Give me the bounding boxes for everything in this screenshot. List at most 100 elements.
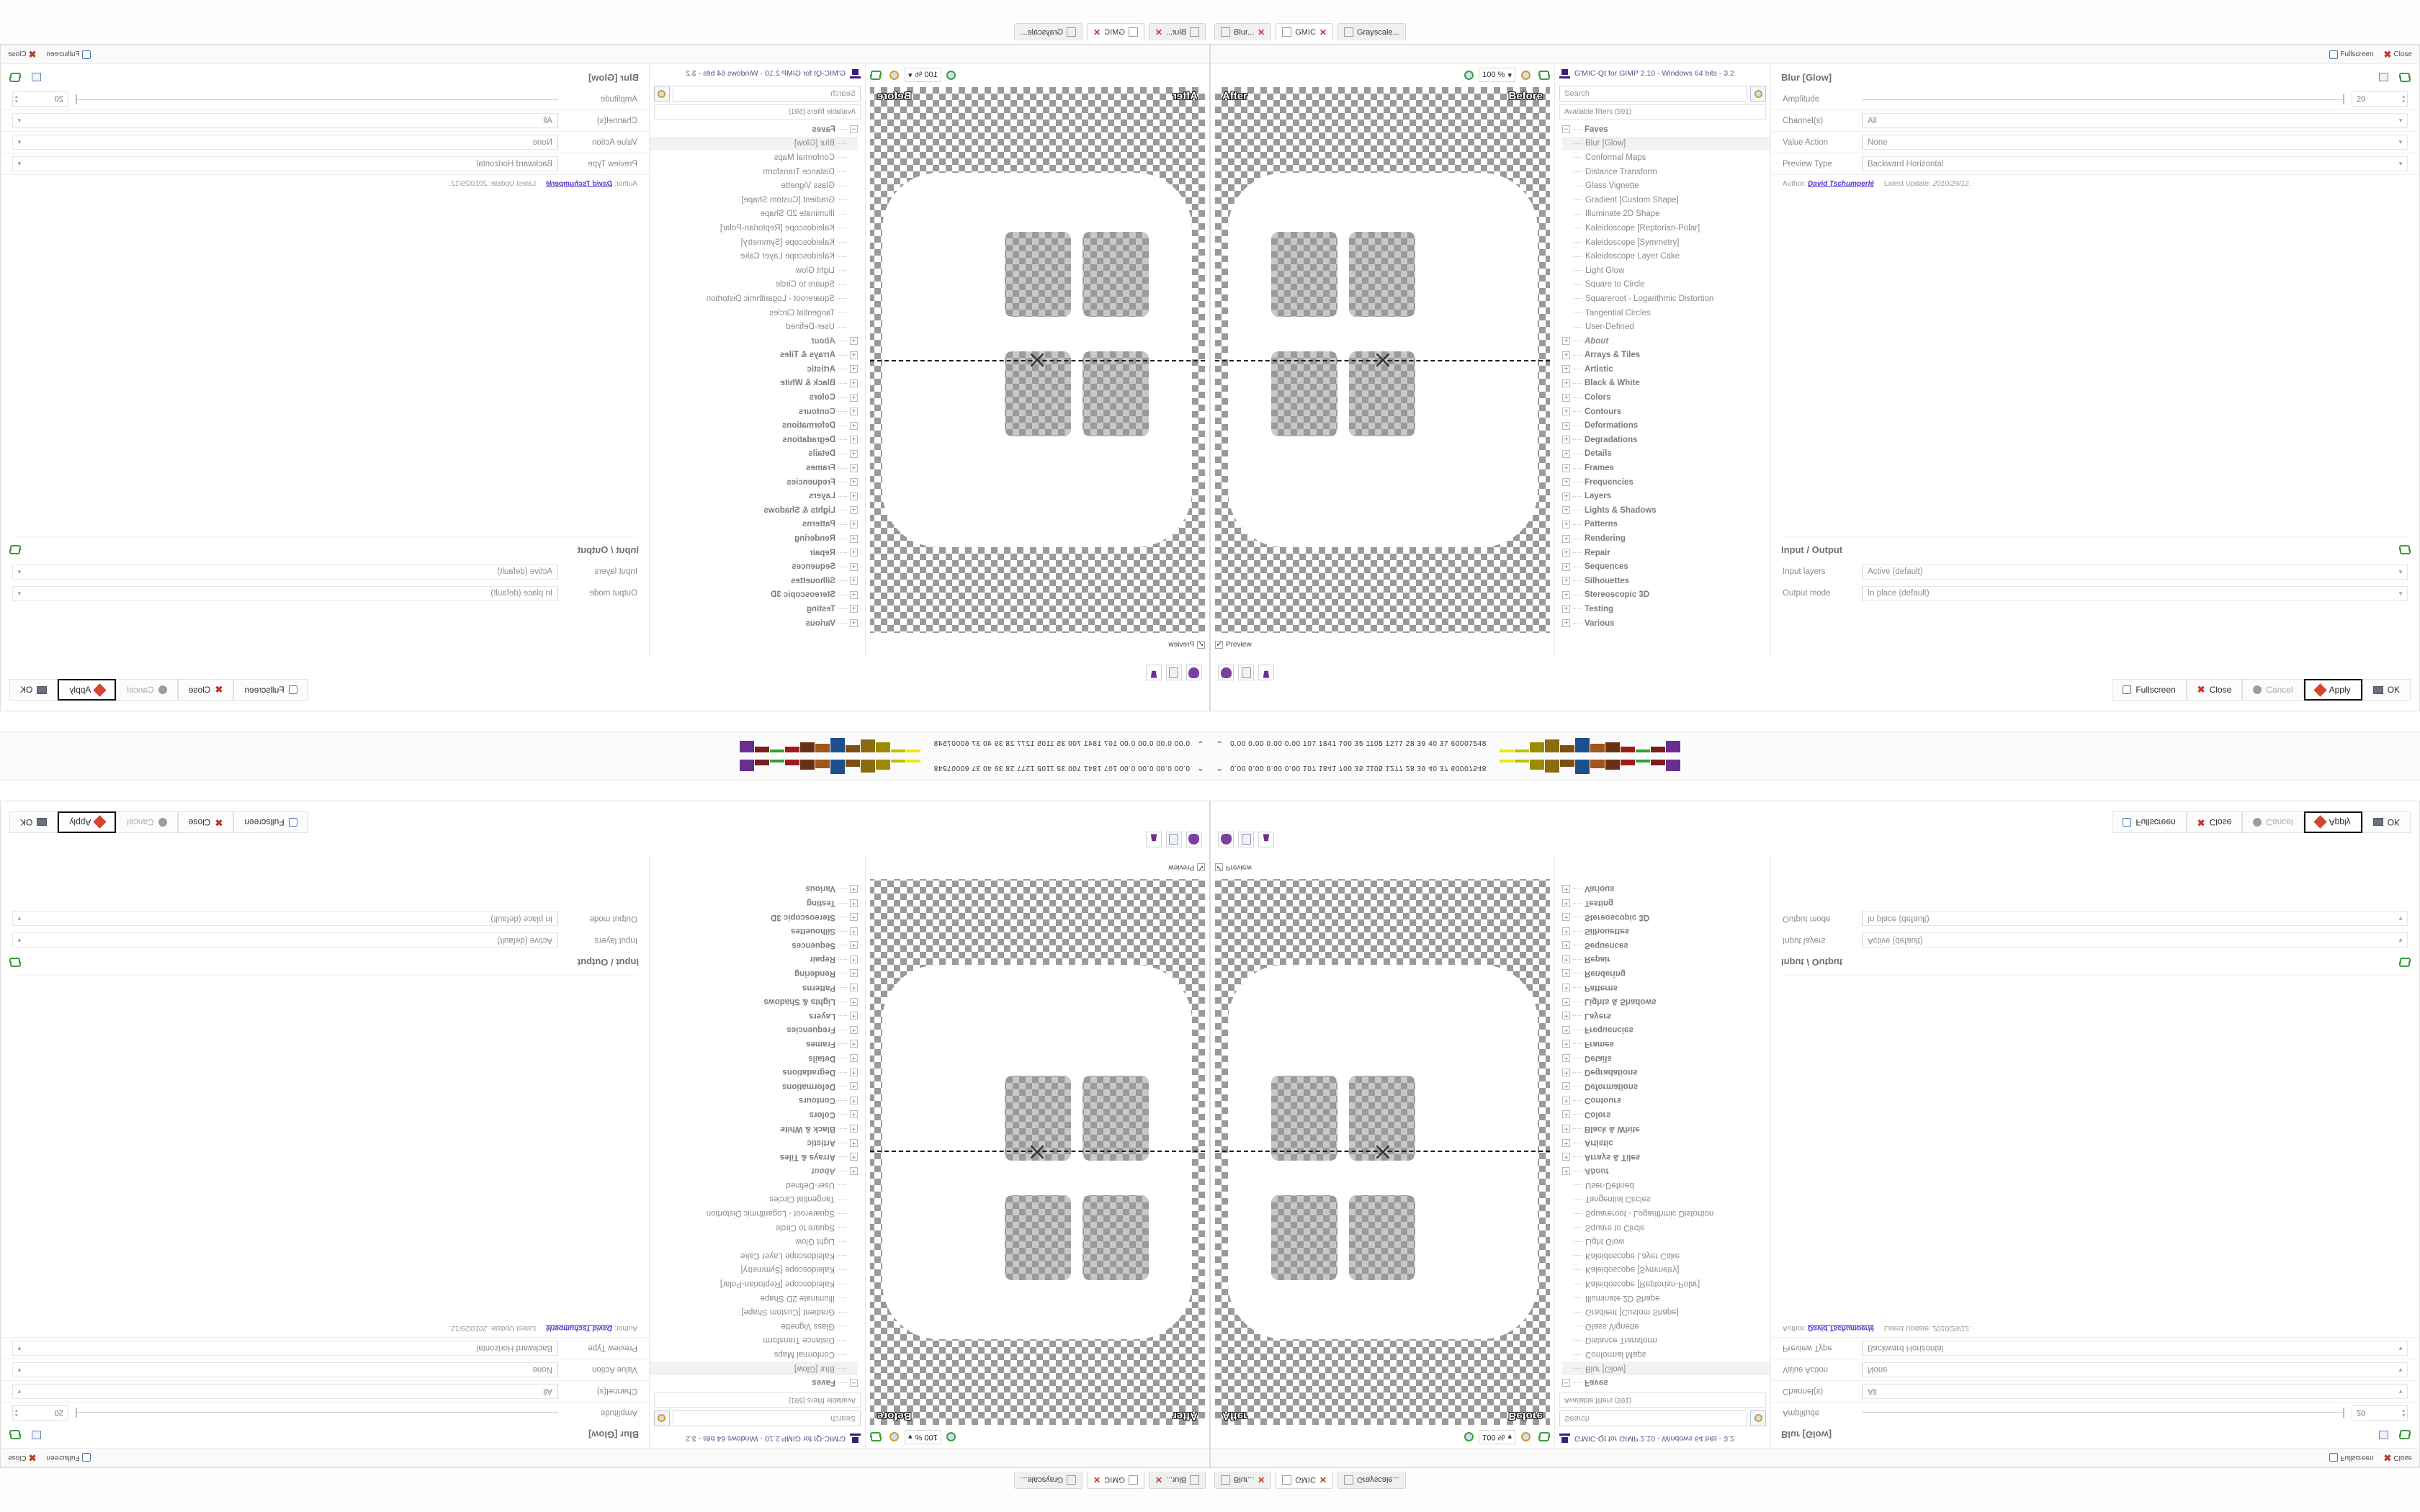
tree-category-layers[interactable]: + Layers <box>1562 489 1770 503</box>
magic-icon[interactable] <box>1146 832 1162 847</box>
expand-icon[interactable]: + <box>1562 1138 1570 1147</box>
tree-item-filter[interactable]: Kaleidoscope [Symmetry] <box>1562 1263 1770 1277</box>
tree-item-filter[interactable]: Conformal Maps <box>650 1347 858 1362</box>
chevron-up-icon[interactable]: ⌃ <box>1216 739 1224 750</box>
expand-icon[interactable]: + <box>1562 913 1570 922</box>
tree-category-arrays-tiles[interactable]: + Arrays & Tiles <box>650 1150 858 1164</box>
expand-icon[interactable]: + <box>1562 534 1570 543</box>
internet-icon[interactable] <box>1186 832 1202 847</box>
filter-tree[interactable]: − Faves Blur [Glow] Conformal Maps Distance … <box>1555 819 1770 1391</box>
magic-icon[interactable] <box>1258 665 1274 680</box>
tree-item-filter[interactable]: Gradient [Custom Shape] <box>1562 1305 1770 1319</box>
expand-icon[interactable]: + <box>1562 337 1570 346</box>
search-input[interactable]: Search <box>1559 1410 1747 1426</box>
refresh-icon[interactable] <box>9 70 24 84</box>
close-icon[interactable]: ✕ <box>1319 1475 1327 1485</box>
tree-category-patterns[interactable]: + Patterns <box>1562 981 1770 995</box>
fullscreen-button[interactable]: Fullscreen <box>233 811 308 833</box>
tree-category-silhouettes[interactable]: + Silhouettes <box>650 924 858 938</box>
palette-swatch[interactable] <box>1514 749 1529 752</box>
tree-item-filter[interactable]: Illuminate 2D Shape <box>650 1291 858 1305</box>
palette-swatch[interactable] <box>1514 760 1529 763</box>
tree-category-arrays-tiles[interactable]: + Arrays & Tiles <box>650 348 858 363</box>
search-icon[interactable] <box>1750 86 1766 102</box>
tree-item-filter[interactable]: Kaleidoscope [Symmetry] <box>650 235 858 250</box>
palette-swatch[interactable] <box>1544 739 1559 752</box>
tree-category-frequencies[interactable]: + Frequencies <box>1562 1023 1770 1038</box>
tree-category-details[interactable]: + Details <box>650 447 858 462</box>
tree-group-faves[interactable]: − Faves <box>650 1375 858 1390</box>
fullscreen-button[interactable]: Fullscreen <box>2326 1453 2376 1463</box>
expand-icon[interactable]: + <box>850 969 858 978</box>
chevron-up-icon[interactable]: ⌃ <box>1216 762 1224 773</box>
author-link[interactable]: David Tschumperlé <box>546 180 612 188</box>
expand-icon[interactable]: + <box>1562 899 1570 907</box>
expand-icon[interactable]: + <box>1562 492 1570 500</box>
tree-category-stereoscopic-3d[interactable]: + Stereoscopic 3D <box>1562 588 1770 603</box>
expand-icon[interactable]: + <box>1562 421 1570 430</box>
tree-category-rendering[interactable]: + Rendering <box>1562 531 1770 546</box>
chevron-up-icon[interactable]: ⌃ <box>1196 739 1204 750</box>
expand-icon[interactable]: + <box>1562 984 1570 992</box>
expand-icon[interactable]: + <box>1562 969 1570 978</box>
tree-category-colors[interactable]: + Colors <box>1562 390 1770 405</box>
expand-icon[interactable]: + <box>850 590 858 599</box>
palette-swatch[interactable] <box>785 760 800 766</box>
palette-swatch[interactable] <box>800 760 815 770</box>
expand-icon[interactable]: + <box>850 984 858 992</box>
close-button[interactable]: ✖ Close <box>2186 679 2243 701</box>
palette-swatch[interactable] <box>876 760 891 770</box>
gimp-palette[interactable] <box>740 760 921 776</box>
expand-icon[interactable]: + <box>1562 449 1570 458</box>
palette-swatch[interactable] <box>1590 760 1605 769</box>
expand-icon[interactable]: + <box>1562 1125 1570 1133</box>
tree-item-filter[interactable]: Glass Vignette <box>1562 179 1770 193</box>
tree-category-contours[interactable]: + Contours <box>650 1094 858 1108</box>
tree-category-sequences[interactable]: + Sequences <box>1562 559 1770 574</box>
palette-swatch[interactable] <box>1529 742 1544 752</box>
channels-select[interactable]: All ▼ <box>12 113 558 128</box>
expand-icon[interactable]: + <box>850 520 858 528</box>
gimp-palette[interactable] <box>1499 760 1680 776</box>
tree-category-colors[interactable]: + Colors <box>650 390 858 405</box>
preview-canvas[interactable]: After Before <box>1215 879 1550 1425</box>
refresh-icon[interactable] <box>1536 1430 1550 1444</box>
tree-item-filter[interactable]: Distance Transform <box>1562 1333 1770 1348</box>
tree-category-degradations[interactable]: + Degradations <box>650 1065 858 1079</box>
expand-icon[interactable]: + <box>1562 1054 1570 1063</box>
zoom-in-icon[interactable] <box>1518 1430 1533 1444</box>
tree-item-filter[interactable]: Kaleidoscope [Reptorian-Polar] <box>650 221 858 235</box>
zoom-in-icon[interactable] <box>887 68 902 82</box>
tree-item-filter[interactable]: User-Defined <box>650 320 858 334</box>
tree-category-details[interactable]: + Details <box>650 1051 858 1066</box>
author-link[interactable]: David Tschumperlé <box>546 1324 612 1332</box>
output-mode-select[interactable]: In place (default) ▼ <box>1862 585 2408 601</box>
gimp-tab-gmic[interactable]: GMIC ✕ <box>1276 23 1333 40</box>
expand-icon[interactable]: + <box>1562 941 1570 950</box>
apply-button[interactable]: Apply <box>58 679 117 701</box>
tree-category-lights-shadows[interactable]: + Lights & Shadows <box>1562 994 1770 1009</box>
tree-item-filter[interactable]: Tangential Circles <box>1562 306 1770 320</box>
palette-swatch[interactable] <box>1665 740 1680 752</box>
tree-item-filter[interactable]: Conformal Maps <box>1562 150 1770 165</box>
chevron-up-icon[interactable]: ⌃ <box>1196 762 1204 773</box>
close-button[interactable]: ✖ Close <box>2381 48 2415 61</box>
tree-item-filter[interactable]: Blur [Glow] <box>1562 136 1770 151</box>
expand-icon[interactable]: + <box>850 1082 858 1091</box>
tree-category-rendering[interactable]: + Rendering <box>650 531 858 546</box>
expand-icon[interactable]: + <box>850 365 858 374</box>
tree-item-filter[interactable]: Tangential Circles <box>1562 1192 1770 1207</box>
tree-category-layers[interactable]: + Layers <box>650 1009 858 1023</box>
expand-icon[interactable]: + <box>850 884 858 893</box>
output-mode-select[interactable]: In place (default) ▼ <box>1862 911 2408 927</box>
amplitude-slider[interactable] <box>1862 1408 2344 1418</box>
expand-icon[interactable]: + <box>850 337 858 346</box>
palette-swatch[interactable] <box>906 749 921 752</box>
fullscreen-button[interactable]: Fullscreen <box>43 1453 93 1463</box>
channels-select[interactable]: All ▼ <box>1862 1384 2408 1399</box>
close-button[interactable]: ✖ Close <box>5 48 39 61</box>
apply-button[interactable]: Apply <box>58 811 117 833</box>
tree-category-contours[interactable]: + Contours <box>1562 405 1770 419</box>
search-input[interactable]: Search <box>673 86 861 102</box>
expand-icon[interactable]: + <box>850 913 858 922</box>
